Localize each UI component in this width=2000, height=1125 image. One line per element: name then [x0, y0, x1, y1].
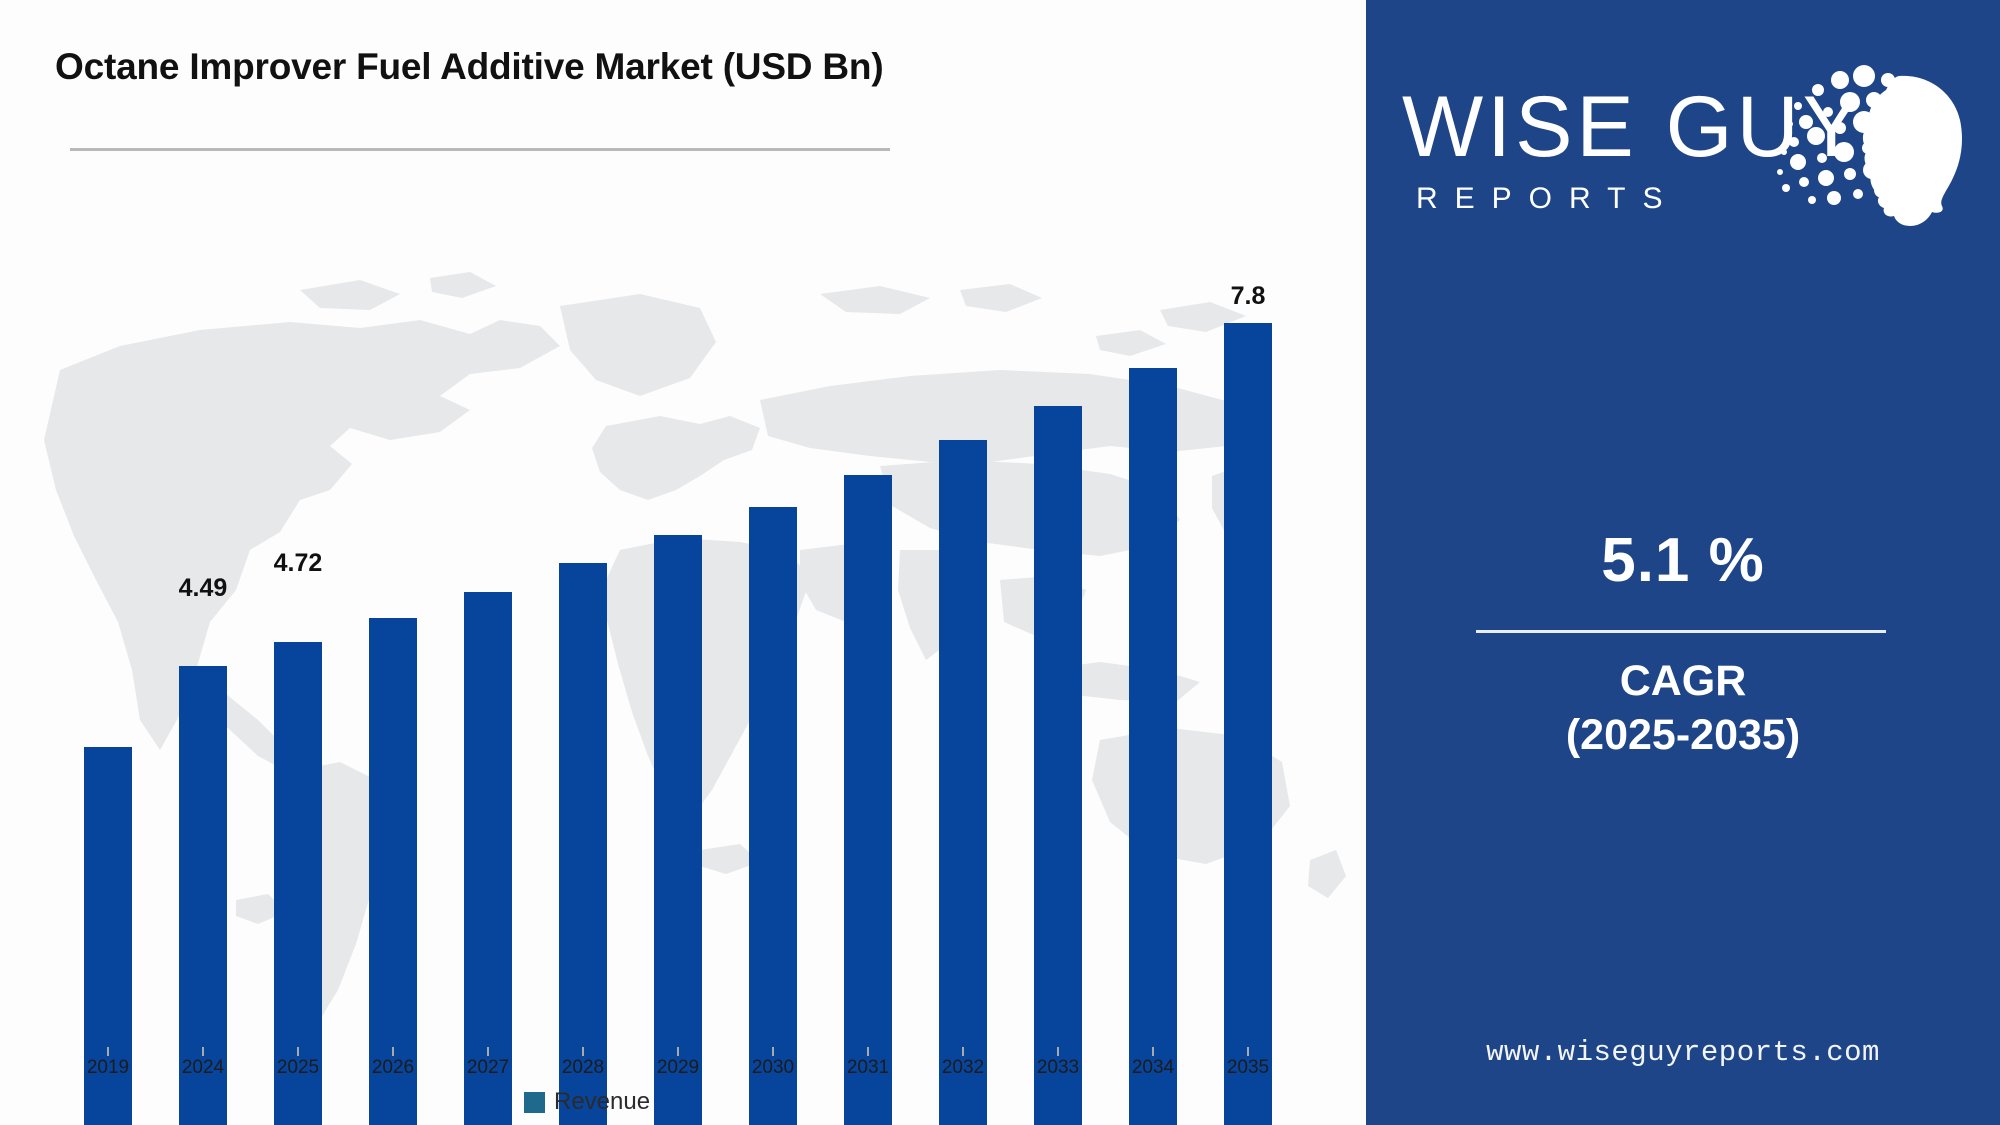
bar-value-label-2025: 4.72: [273, 549, 323, 577]
bar-plot-area: 2019 4.49 2024 4.72 2025 2026 2027 2028: [84, 282, 1272, 1125]
axis-tick-2025: [297, 1047, 299, 1056]
bar-2019[interactable]: [84, 747, 132, 1125]
side-panel: WISE GUY REPORTS: [1366, 0, 2000, 1125]
axis-tick-2032: [962, 1047, 964, 1056]
bar-2026[interactable]: [369, 618, 417, 1125]
bar-2031[interactable]: [844, 475, 892, 1125]
bar-2028[interactable]: [559, 563, 607, 1125]
bar-value-label-2024: 4.49: [178, 574, 228, 602]
bar-2033[interactable]: [1034, 406, 1082, 1125]
bar-2030[interactable]: [749, 507, 797, 1125]
cagr-label: CAGR (2025-2035): [1366, 655, 2000, 763]
legend-label-revenue: Revenue: [554, 1088, 651, 1115]
x-axis-label-2026: 2026: [371, 1057, 415, 1078]
x-axis-label-2025: 2025: [276, 1057, 320, 1078]
bar-value-label-2035: 7.8: [1230, 282, 1266, 310]
x-axis-label-2024: 2024: [181, 1057, 225, 1078]
axis-tick-2035: [1247, 1047, 1249, 1056]
page-title: Octane Improver Fuel Additive Market (US…: [55, 46, 884, 87]
cagr-label-line1: CAGR: [1619, 657, 1747, 705]
axis-tick-2033: [1057, 1047, 1059, 1056]
bar-2035[interactable]: [1224, 323, 1272, 1125]
x-axis-label-2019: 2019: [86, 1057, 130, 1078]
chart-legend[interactable]: Revenue: [524, 1088, 650, 1116]
legend-swatch-revenue: [524, 1091, 545, 1113]
x-axis-label-2034: 2034: [1131, 1057, 1175, 1078]
axis-tick-2027: [487, 1047, 489, 1056]
bar-2034[interactable]: [1129, 368, 1177, 1125]
cagr-label-line2: (2025-2035): [1565, 710, 1801, 759]
x-axis-label-2031: 2031: [846, 1057, 890, 1078]
axis-tick-2026: [392, 1047, 394, 1056]
title-divider: [70, 148, 890, 151]
wise-guy-reports-logo-icon[interactable]: WISE GUY REPORTS: [1394, 60, 1974, 230]
x-axis-label-2030: 2030: [751, 1057, 795, 1078]
x-axis-label-2035: 2035: [1226, 1057, 1270, 1078]
x-axis-label-2028: 2028: [561, 1057, 605, 1078]
svg-text:REPORTS: REPORTS: [1416, 182, 1679, 215]
axis-tick-2029: [677, 1047, 679, 1056]
bar-2032[interactable]: [939, 440, 987, 1125]
bar-2029[interactable]: [654, 535, 702, 1125]
website-url[interactable]: www.wiseguyreports.com: [1486, 1036, 1880, 1069]
x-axis-label-2033: 2033: [1036, 1057, 1080, 1078]
svg-text:WISE GUY: WISE GUY: [1402, 79, 1864, 175]
axis-tick-2028: [582, 1047, 584, 1056]
chart-panel: Octane Improver Fuel Additive Market (US…: [44, 46, 1346, 1125]
x-axis-label-2029: 2029: [656, 1057, 700, 1078]
cagr-divider: [1476, 630, 1886, 633]
axis-tick-2019: [107, 1047, 109, 1056]
bar-2027[interactable]: [464, 592, 512, 1125]
axis-tick-2031: [867, 1047, 869, 1056]
x-axis-label-2032: 2032: [941, 1057, 985, 1078]
axis-tick-2030: [772, 1047, 774, 1056]
bar-2025[interactable]: [274, 642, 322, 1125]
cagr-value: 5.1 %: [1601, 526, 1765, 595]
axis-tick-2034: [1152, 1047, 1154, 1056]
x-axis-label-2027: 2027: [466, 1057, 510, 1078]
axis-tick-2024: [202, 1047, 204, 1056]
